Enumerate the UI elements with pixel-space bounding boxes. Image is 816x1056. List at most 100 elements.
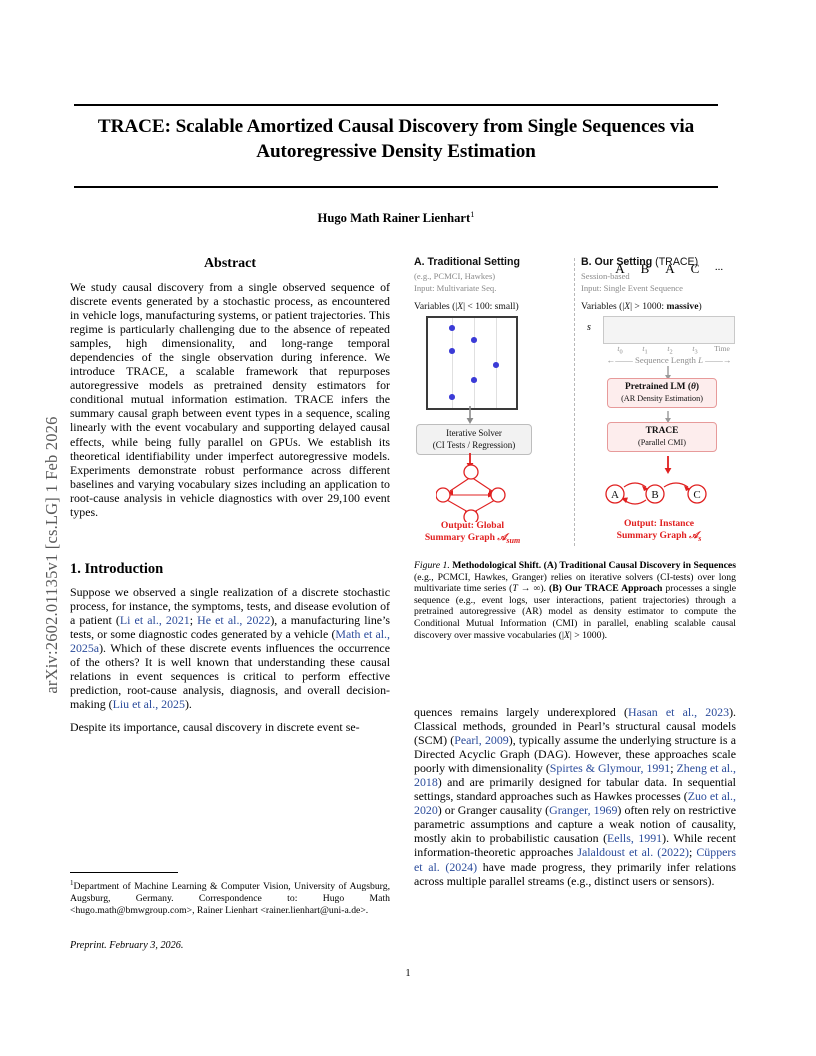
citation-jalaldoust-2022[interactable]: Jalaldoust et al. (2022)	[577, 845, 689, 860]
data-point	[471, 377, 477, 383]
caption-text-1: (e.g., PCMCI, Hawkes, Granger) relies on…	[414, 571, 736, 595]
panel-b-sequence-box	[603, 316, 735, 344]
abstract-text: We study causal discovery from a single …	[70, 280, 390, 519]
citation-math-2025a[interactable]: Math et al., 2025a	[70, 626, 390, 655]
caption-text-2: processes a single sequence (e.g., event…	[414, 583, 736, 641]
rc-text-j: have made progress, they primarily infer…	[414, 859, 737, 888]
panel-b-sequence-length: ←—— Sequence Length L ——→	[606, 355, 732, 365]
time-tick: t0	[617, 344, 623, 356]
page-title: TRACE: Scalable Amortized Causal Discove…	[97, 116, 695, 162]
right-column-paragraph: quences remains largely underexplored (H…	[414, 705, 736, 888]
rc-text-a: quences remains largely underexplored (	[414, 705, 628, 719]
citation-li-2021[interactable]: Li et al., 2021	[119, 612, 190, 627]
data-point	[471, 337, 477, 343]
trace-line-1: TRACE	[645, 426, 679, 436]
citation-granger-1969[interactable]: Granger, 1969	[549, 803, 618, 818]
citation-liu-2025[interactable]: Liu et al., 2025	[112, 697, 185, 712]
svg-text:A: A	[611, 489, 619, 501]
panel-a-output-label: Output: Global Summary Graph 𝒜sum	[410, 520, 535, 546]
time-tick: t3	[692, 344, 698, 356]
arrow-down-icon	[665, 366, 671, 380]
time-tick: t1	[642, 344, 648, 356]
footnote-marker: 1	[70, 879, 74, 887]
sequence-token: C	[690, 260, 700, 276]
footnote-rule	[70, 872, 178, 873]
data-point	[493, 362, 499, 368]
author-names: Hugo Math Rainer Lienhart	[317, 211, 471, 226]
caption-bold-2: (B) Our TRACE Approach	[548, 583, 663, 595]
page-number: 1	[405, 968, 411, 979]
panel-b-pretrained-lm-box: Pretrained LM (θ) (AR Density Estimation…	[607, 378, 717, 408]
sequence-token: A	[665, 260, 675, 276]
intro-text-e: ).	[184, 697, 192, 712]
panel-b-instance-graph: A B C	[605, 482, 707, 505]
solver-line-1: Iterative Solver	[446, 428, 502, 438]
right-column: quences remains largely underexplored (H…	[414, 705, 736, 888]
footnote-text: Department of Machine Learning & Compute…	[70, 881, 390, 917]
gridline	[474, 318, 475, 408]
panel-b-title: B. Our Setting (TRACE)	[581, 256, 736, 268]
figure-number: Figure 1.	[414, 560, 450, 571]
arrow-down-red-icon	[664, 456, 672, 474]
preprint-notice: Preprint. February 3, 2026.	[70, 940, 184, 951]
panel-a-output-line1: Output: Global	[440, 520, 505, 531]
panel-a-sub2: Input: Multivariate Seq.	[414, 283, 497, 293]
intro-paragraph-1: Suppose we observed a single realization…	[70, 585, 390, 711]
gridline	[452, 318, 453, 408]
figure-caption: Figure 1. Methodological Shift. (A) Trad…	[414, 560, 736, 641]
intro-text-d: ). Which of these discrete events influe…	[70, 640, 390, 712]
sequence-token: B	[640, 260, 650, 276]
title-rule-top	[74, 104, 718, 106]
citation-he-2022[interactable]: He et al., 2022	[197, 612, 271, 627]
panel-a-variables: Variables (|X| < 100: small)	[414, 301, 519, 312]
section-heading-introduction: 1. Introduction	[70, 560, 164, 577]
figure-panel-b: B. Our Setting (TRACE) Session-based Inp…	[581, 256, 736, 542]
citation-zheng-2018[interactable]: Zheng et al., 2018	[414, 761, 736, 790]
lm-line-2: (AR Density Estimation)	[621, 393, 703, 403]
rc-text-e: ) and are primarily designed for tabular…	[414, 775, 736, 804]
data-point	[449, 348, 455, 354]
panel-b-variables: Variables (|X| > 1000: massive)	[581, 301, 702, 312]
rc-text-f: ) or Granger causality (	[437, 803, 550, 818]
citation-spirtes-glymour-1991[interactable]: Spirtes & Glymour, 1991	[549, 761, 671, 776]
citation-zuo-2020[interactable]: Zuo et al., 2020	[414, 789, 736, 818]
arrow-down-icon	[466, 406, 474, 424]
panel-a-title: A. Traditional Setting	[414, 256, 520, 268]
panel-b-title-light: (TRACE)	[655, 256, 699, 268]
citation-hasan-2023[interactable]: Hasan et al., 2023	[627, 705, 730, 719]
panel-a-summary-graph	[436, 464, 506, 522]
panel-b-sequence-symbol: s	[587, 322, 591, 333]
panel-b-trace-box: TRACE (Parallel CMI)	[607, 422, 717, 452]
data-point	[449, 325, 455, 331]
caption-bold-1: Methodological Shift. (A) Traditional Ca…	[449, 560, 736, 571]
trace-line-2: (Parallel CMI)	[638, 437, 686, 447]
lm-line-1: Pretrained LM (θ)	[625, 382, 699, 392]
panel-b-output-line2: Summary Graph 𝒜s	[616, 529, 702, 543]
citation-pearl-2009[interactable]: Pearl, 2009	[454, 733, 509, 748]
citation-eells-1991[interactable]: Eells, 1991	[607, 831, 663, 846]
time-axis-label: Time	[714, 344, 730, 353]
arxiv-stamp: arXiv:2602.01135v1 [cs.LG] 1 Feb 2026	[42, 416, 61, 694]
left-column: Abstract We study causal discovery from …	[70, 256, 390, 734]
panel-b-sub1: Session-based	[581, 270, 630, 281]
panel-a-scatter-plot	[426, 316, 518, 410]
figure-panel-a: A. Traditional Setting (e.g., PCMCI, Haw…	[414, 256, 569, 544]
citation-cuppers-2024[interactable]: Cüppers et al. (2024)	[414, 845, 737, 874]
svg-text:C: C	[693, 489, 700, 501]
intro-text-a: Suppose we observed a single realization…	[70, 584, 390, 627]
panel-a-sub1: (e.g., PCMCI, Hawkes)	[414, 270, 496, 281]
rc-text-c: ), typically assume the underlying struc…	[414, 733, 737, 776]
author-affiliation-mark: 1	[470, 209, 475, 219]
panel-b-title-bold: B. Our Setting	[581, 256, 653, 268]
sequence-token: A	[615, 260, 625, 276]
panel-b-sub2: Input: Single Event Sequence	[581, 283, 683, 293]
abstract-heading: Abstract	[203, 256, 257, 271]
footnote: 1Department of Machine Learning & Comput…	[70, 878, 390, 917]
author-list: Hugo Math Rainer Lienhart1	[74, 209, 718, 226]
solver-line-2: (CI Tests / Regression)	[432, 439, 516, 450]
rc-text-b: ). Classical methods, grounded in Pearl’…	[414, 705, 736, 748]
title-rule-bottom	[74, 186, 718, 188]
rc-text-i: ;	[688, 845, 697, 860]
time-tick: t2	[667, 344, 673, 356]
rc-text-h: ). While recent information-theoretic ap…	[414, 831, 736, 860]
